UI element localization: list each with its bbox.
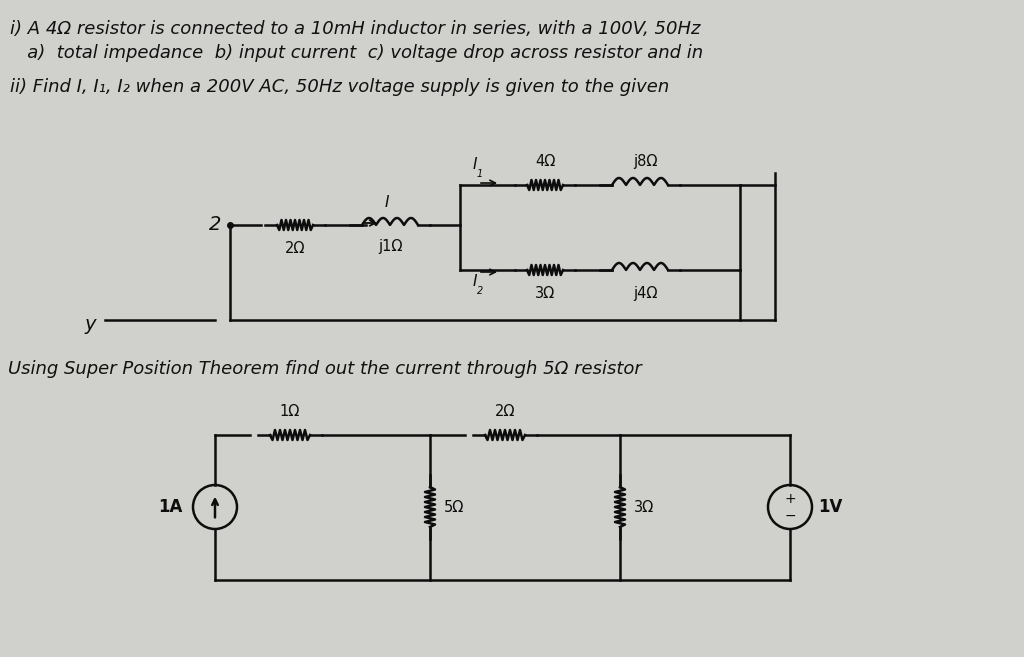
Text: j1Ω: j1Ω [378, 239, 402, 254]
Text: 4Ω: 4Ω [535, 154, 555, 169]
Text: y: y [84, 315, 96, 334]
Text: 5Ω: 5Ω [444, 499, 464, 514]
Text: I: I [385, 195, 389, 210]
Text: 3Ω: 3Ω [634, 499, 654, 514]
Text: 3Ω: 3Ω [535, 286, 555, 301]
Text: j8Ω: j8Ω [633, 154, 657, 169]
Text: I: I [473, 274, 477, 289]
Text: 2: 2 [477, 286, 483, 296]
Text: j4Ω: j4Ω [633, 286, 657, 301]
Text: −: − [784, 509, 796, 523]
Text: 2: 2 [209, 215, 221, 235]
Text: 2Ω: 2Ω [495, 404, 515, 419]
Text: i) A 4Ω resistor is connected to a 10mH inductor in series, with a 100V, 50Hz: i) A 4Ω resistor is connected to a 10mH … [10, 20, 700, 38]
Text: +: + [784, 492, 796, 506]
Text: 1: 1 [477, 169, 483, 179]
Text: 1A: 1A [158, 498, 182, 516]
Text: 1Ω: 1Ω [280, 404, 300, 419]
Text: ii) Find I, I₁, I₂ when a 200V AC, 50Hz voltage supply is given to the given: ii) Find I, I₁, I₂ when a 200V AC, 50Hz … [10, 78, 670, 96]
Text: 2Ω: 2Ω [285, 241, 305, 256]
Text: Using Super Position Theorem find out the current through 5Ω resistor: Using Super Position Theorem find out th… [8, 360, 642, 378]
Text: 1V: 1V [818, 498, 842, 516]
Text: a)  total impedance  b) input current  c) voltage drop across resistor and in: a) total impedance b) input current c) v… [10, 44, 703, 62]
Text: I: I [473, 157, 477, 172]
